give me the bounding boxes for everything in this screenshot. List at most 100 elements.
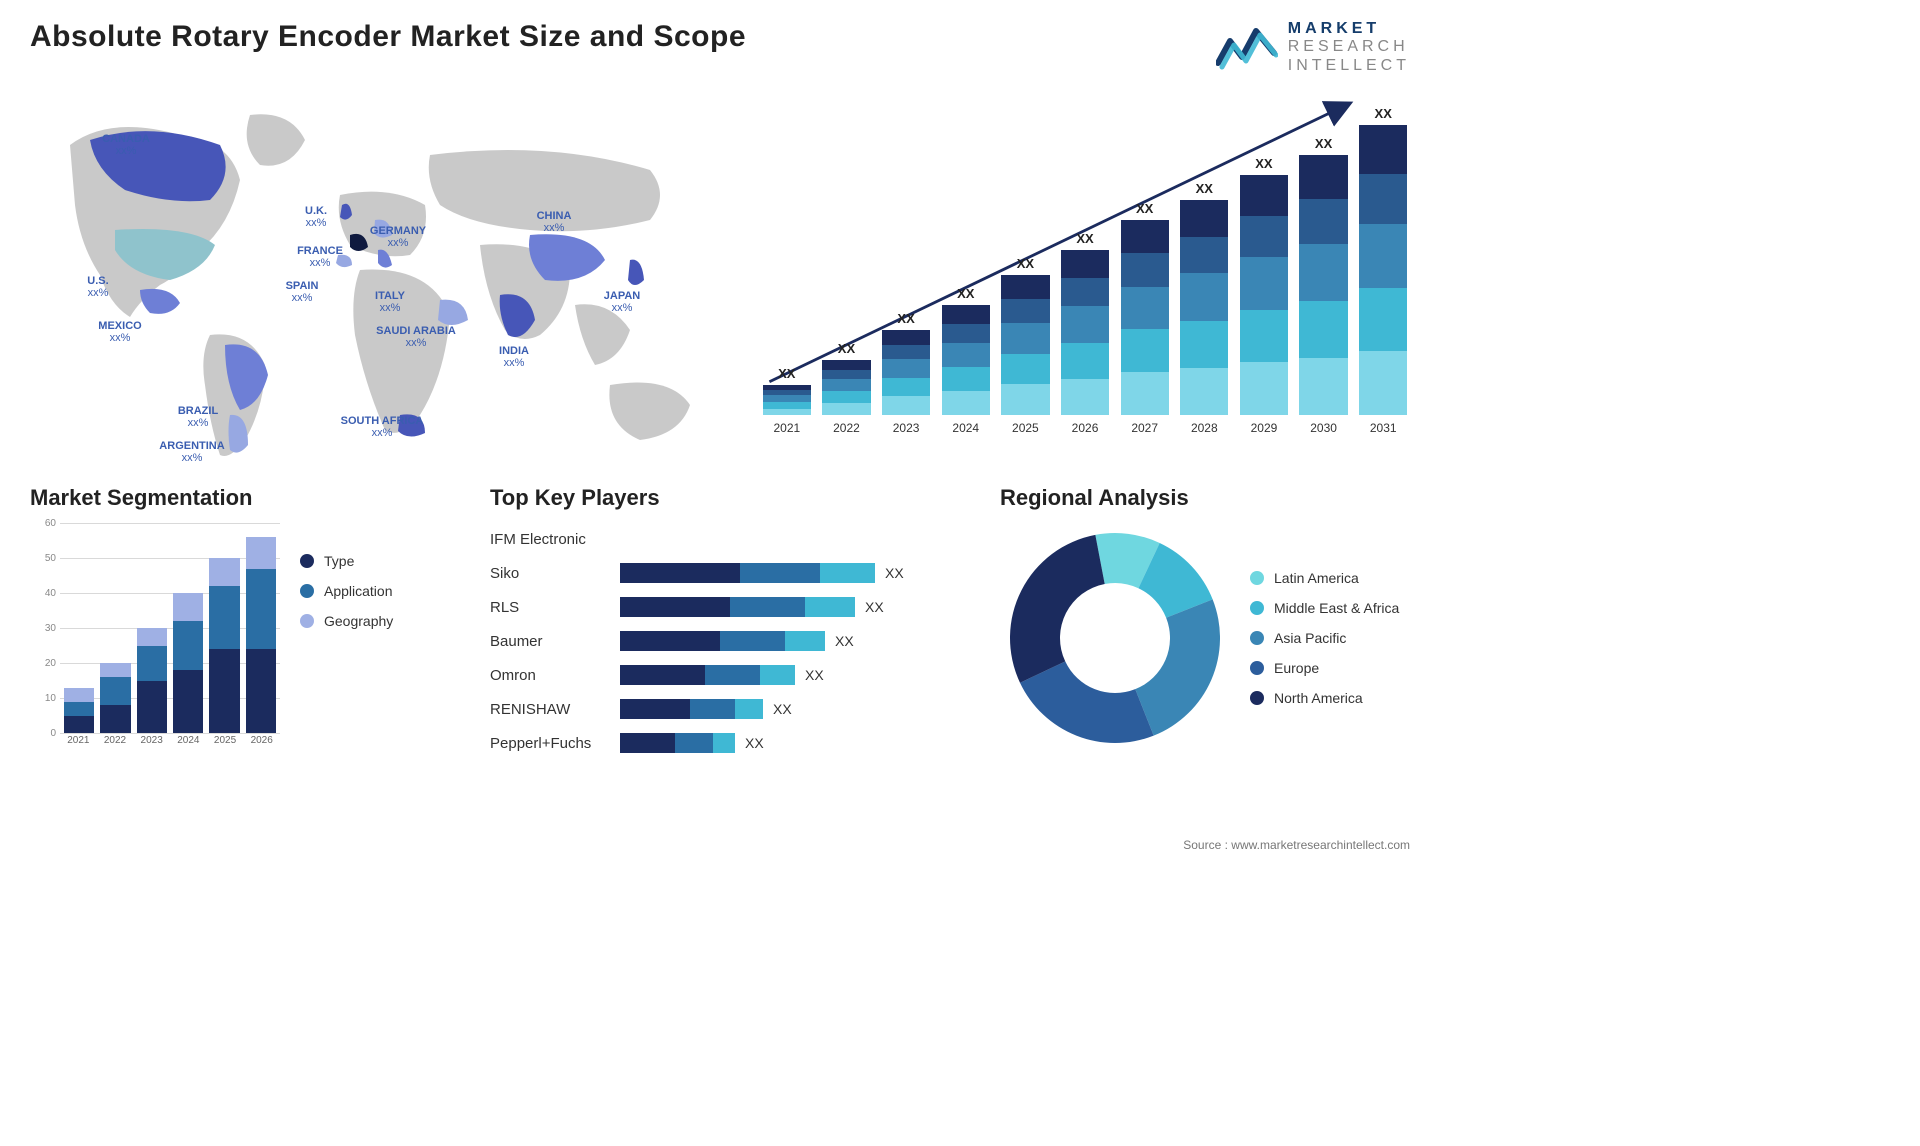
segmentation-year: 2021 (60, 735, 97, 753)
growth-bar-value: XX (838, 341, 855, 356)
donut-slice (1020, 662, 1154, 744)
segmentation-legend-item: Geography (300, 613, 450, 629)
growth-bar: XX2025 (999, 256, 1053, 435)
page-title: Absolute Rotary Encoder Market Size and … (30, 20, 746, 54)
growth-bar-year: 2024 (952, 421, 979, 435)
header: Absolute Rotary Encoder Market Size and … (30, 20, 1410, 75)
growth-bar: XX2028 (1177, 181, 1231, 435)
regional-legend: Latin America Middle East & Africa Asia Pa… (1250, 570, 1399, 706)
growth-bar-year: 2021 (773, 421, 800, 435)
segmentation-legend-item: Type (300, 553, 450, 569)
map-label: U.K.xx% (305, 205, 327, 229)
segmentation-body: 0102030405060 202120222023202420252026 T… (30, 523, 450, 753)
player-value: XX (773, 701, 792, 717)
player-bar (620, 631, 825, 651)
segmentation-bar (137, 628, 167, 733)
growth-bar-value: XX (1315, 136, 1332, 151)
growth-bar-value: XX (1136, 201, 1153, 216)
growth-bar-year: 2031 (1370, 421, 1397, 435)
player-value: XX (885, 565, 904, 581)
key-players-panel: Top Key Players IFM Electronic Siko XX RLS X… (490, 485, 960, 775)
player-name: RLS (490, 599, 610, 616)
key-players-title: Top Key Players (490, 485, 960, 511)
logo-icon (1216, 23, 1278, 73)
regional-body: Latin America Middle East & Africa Asia Pa… (1000, 523, 1410, 753)
player-bar (620, 733, 735, 753)
regional-legend-item: Latin America (1250, 570, 1399, 586)
map-label: BRAZILxx% (178, 405, 218, 429)
source-label: Source : www.marketresearchintellect.com (1183, 838, 1410, 852)
logo-line3: INTELLECT (1288, 57, 1410, 75)
player-row: IFM Electronic (490, 523, 960, 555)
growth-bar: XX 2030 (1297, 136, 1351, 435)
segmentation-year: 2026 (243, 735, 280, 753)
map-label: FRANCExx% (297, 245, 343, 269)
segmentation-year: 2024 (170, 735, 207, 753)
world-map-panel: CANADAxx%U.S.xx%MEXICOxx%BRAZILxx%ARGENT… (30, 85, 730, 465)
segmentation-panel: Market Segmentation 0102030405060 202120… (30, 485, 450, 775)
segmentation-bar (173, 593, 203, 733)
map-label: CHINAxx% (537, 210, 572, 234)
growth-bar-value: XX (957, 286, 974, 301)
growth-bar-year: 2022 (833, 421, 860, 435)
brand-logo: MARKET RESEARCH INTELLECT (1216, 20, 1410, 75)
logo-line1: MARKET (1288, 20, 1410, 38)
growth-bar-year: 2026 (1072, 421, 1099, 435)
growth-bar-value: XX (1076, 231, 1093, 246)
growth-bar-value: XX (1375, 106, 1392, 121)
map-label: U.S.xx% (87, 275, 108, 299)
segmentation-bar (209, 558, 239, 733)
player-name: Baumer (490, 633, 610, 650)
player-bar (620, 597, 855, 617)
player-row: Omron XX (490, 659, 960, 691)
growth-bar-year: 2029 (1251, 421, 1278, 435)
player-row: RLS XX (490, 591, 960, 623)
player-name: Siko (490, 565, 610, 582)
player-value: XX (865, 599, 884, 615)
growth-bar: XX 2031 (1356, 106, 1410, 435)
player-name: Omron (490, 667, 610, 684)
player-row: BaumerXX (490, 625, 960, 657)
player-name: IFM Electronic (490, 531, 610, 548)
key-players-list: IFM ElectronicSikoXXRLSXXBaumerXXOmronXX… (490, 523, 960, 759)
segmentation-title: Market Segmentation (30, 485, 450, 511)
regional-donut (1000, 523, 1230, 753)
map-label: CANADAxx% (102, 133, 150, 157)
growth-bar: XX 2022 (820, 341, 874, 435)
player-name: Pepperl+Fuchs (490, 735, 610, 752)
segmentation-bar (246, 537, 276, 733)
segmentation-legend: Type Application Geography (300, 523, 450, 753)
growth-bar: XX2023 (879, 311, 933, 435)
player-value: XX (805, 667, 824, 683)
player-bar (620, 665, 795, 685)
growth-bar-year: 2023 (893, 421, 920, 435)
map-label: MEXICOxx% (98, 320, 141, 344)
map-label: SAUDI ARABIAxx% (376, 325, 456, 349)
player-row: Pepperl+FuchsXX (490, 727, 960, 759)
segmentation-year: 2023 (133, 735, 170, 753)
map-label: ITALYxx% (375, 290, 405, 314)
growth-bar: XX 2026 (1058, 231, 1112, 435)
regional-panel: Regional Analysis Latin AmericaMiddle Ea… (1000, 485, 1410, 775)
growth-bar-value: XX (1196, 181, 1213, 196)
map-label: SPAINxx% (286, 280, 319, 304)
growth-bar: XX 2029 (1237, 156, 1291, 435)
regional-legend-item: Asia Pacific (1250, 630, 1399, 646)
regional-legend-item: Middle East & Africa (1250, 600, 1399, 616)
segmentation-legend-item: Application (300, 583, 450, 599)
regional-legend-item: Europe (1250, 660, 1399, 676)
growth-bar-year: 2030 (1310, 421, 1337, 435)
growth-bar-value: XX (1017, 256, 1034, 271)
player-name: RENISHAW (490, 701, 610, 718)
map-label: GERMANYxx% (370, 225, 426, 249)
logo-text: MARKET RESEARCH INTELLECT (1288, 20, 1410, 75)
top-row: CANADAxx%U.S.xx%MEXICOxx%BRAZILxx%ARGENT… (30, 85, 1410, 465)
player-row: Siko XX (490, 557, 960, 589)
player-bar (620, 563, 875, 583)
growth-bar-value: XX (1255, 156, 1272, 171)
growth-bar-value: XX (778, 366, 795, 381)
donut-slice (1135, 600, 1220, 736)
logo-line2: RESEARCH (1288, 38, 1410, 56)
segmentation-year: 2025 (207, 735, 244, 753)
donut-slice (1010, 535, 1105, 683)
